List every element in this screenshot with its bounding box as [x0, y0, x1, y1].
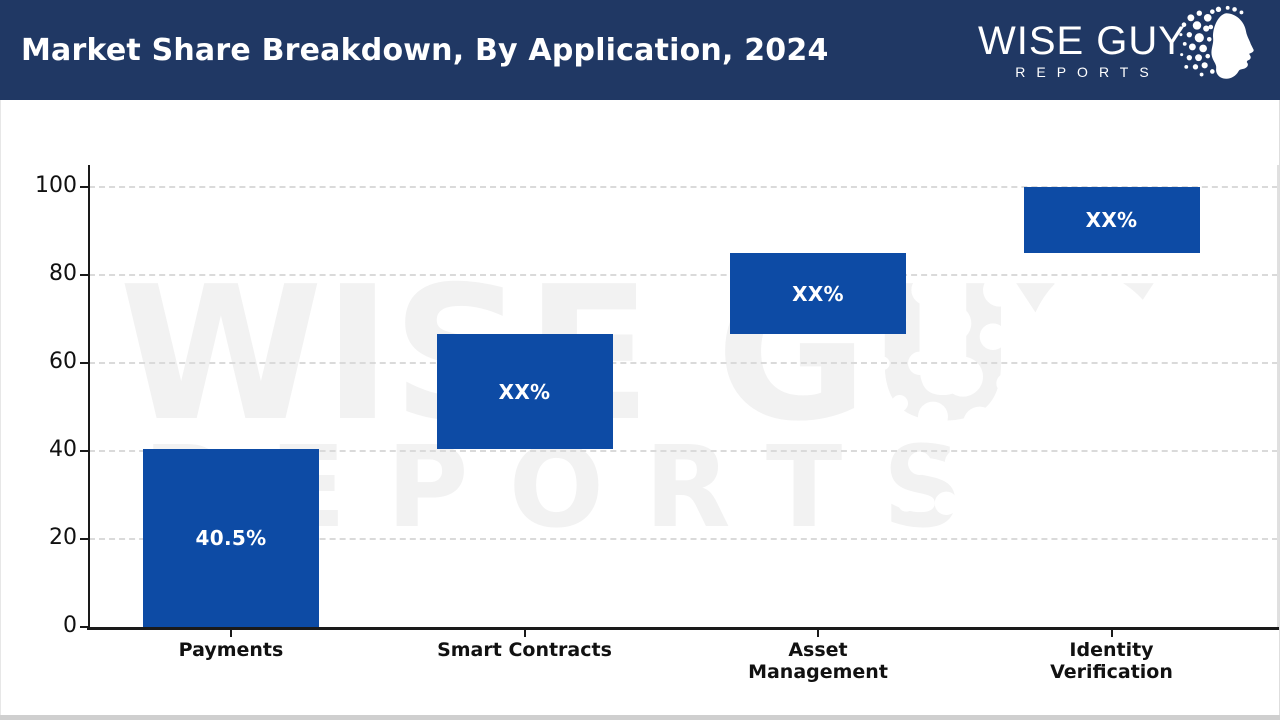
y-axis-tick-label: 0	[63, 613, 77, 638]
bar-value-label: XX%	[1085, 208, 1138, 232]
y-axis-tick-label: 80	[49, 261, 77, 286]
bar-payments: 40.5%	[143, 448, 319, 627]
page-title: Market Share Breakdown, By Application, …	[21, 32, 829, 68]
gridline	[89, 362, 1278, 364]
x-axis-tick	[230, 629, 232, 637]
header-band: Market Share Breakdown, By Application, …	[0, 0, 1280, 100]
logo-wordmark: WISE GUY	[977, 18, 1186, 63]
gridline	[89, 450, 1278, 452]
y-axis-tick	[80, 274, 88, 276]
gridline	[89, 538, 1278, 540]
category-label-payments: Payments	[178, 639, 284, 661]
logo-subtext: REPORTS	[1015, 63, 1160, 80]
bar-smart-contracts: XX%	[436, 334, 613, 449]
wise-guy-logo: WISE GUY REPORTS	[978, 4, 1268, 96]
y-axis-tick-label: 40	[49, 437, 77, 462]
x-axis-tick	[817, 629, 819, 637]
category-label-smart-contracts: Smart Contracts	[437, 639, 612, 661]
chart-area: WISE GUY REPORTS 0 20 40 60 80 100 40.5% Paymen…	[0, 100, 1280, 715]
category-label-identity-verification: Identity Verification	[1050, 639, 1173, 683]
plot-right-border	[1277, 165, 1279, 627]
bar-asset-management: XX%	[730, 253, 906, 335]
y-axis-tick	[80, 538, 88, 540]
dotted-head-icon	[1179, 5, 1254, 79]
watermark-head-icon	[876, 238, 1200, 556]
bar-value-label: XX%	[498, 379, 551, 404]
y-axis-tick	[80, 362, 88, 364]
gridline	[89, 274, 1278, 276]
y-axis-tick	[80, 186, 88, 188]
x-axis-line	[87, 627, 1279, 630]
bar-value-label: 40.5%	[195, 525, 267, 550]
category-label-asset-management: Asset Management	[748, 639, 888, 683]
x-axis-tick	[523, 629, 526, 637]
bottom-strip	[0, 715, 1280, 720]
bar-identity-verification: XX%	[1023, 187, 1200, 253]
bar-value-label: XX%	[792, 281, 844, 306]
x-axis-tick	[1110, 629, 1113, 637]
logo-text: WISE GUY REPORTS	[978, 21, 1186, 80]
y-axis-tick-label: 100	[35, 173, 77, 198]
y-axis-tick-label: 60	[49, 349, 77, 374]
y-axis-tick	[80, 450, 88, 452]
y-axis-tick	[80, 626, 88, 628]
y-axis-line	[88, 165, 90, 629]
y-axis-tick-label: 20	[49, 525, 77, 550]
gridline	[89, 186, 1278, 188]
